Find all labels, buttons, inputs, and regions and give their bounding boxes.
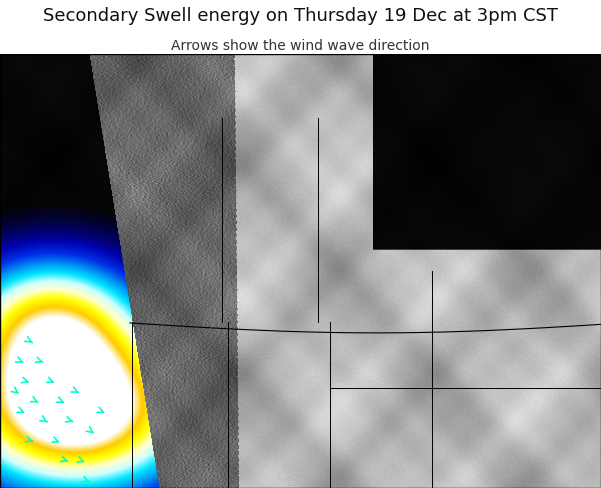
Text: Arrows show the wind wave direction: Arrows show the wind wave direction — [171, 39, 430, 53]
Text: Secondary Swell energy on Thursday 19 Dec at 3pm CST: Secondary Swell energy on Thursday 19 De… — [43, 7, 558, 25]
